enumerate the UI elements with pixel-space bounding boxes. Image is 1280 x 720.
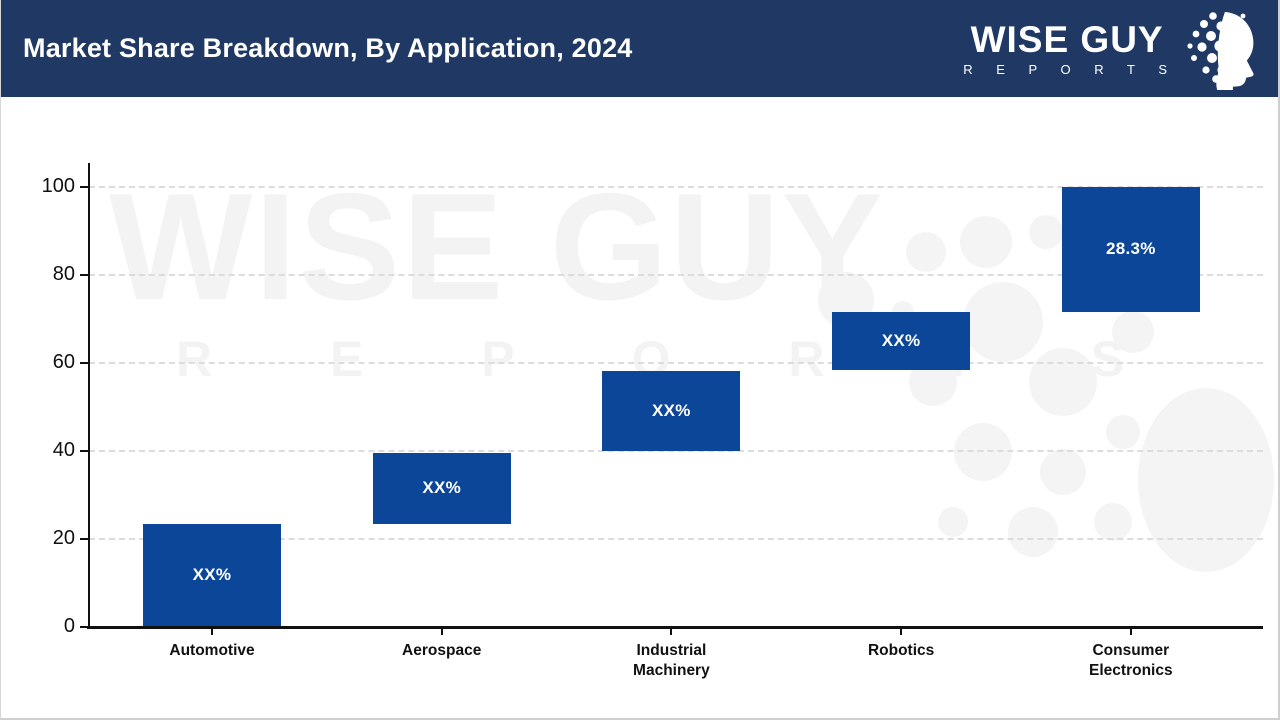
bar-aerospace: XX%: [372, 453, 511, 524]
y-tick-80: [80, 274, 89, 276]
y-tick-label-100: 100: [41, 175, 75, 197]
x-axis-line: [87, 626, 1263, 629]
gridline-60: [89, 362, 1263, 364]
header-bar: Market Share Breakdown, By Application, …: [1, 0, 1278, 97]
y-tick-0: [80, 626, 89, 628]
bar-value-label: XX%: [652, 400, 691, 420]
bar-value-label: XX%: [192, 565, 232, 585]
logo-subtitle: R E P O R T S: [963, 62, 1177, 77]
gridline-40: [89, 450, 1263, 452]
logo-face-icon: [1187, 11, 1254, 90]
category-label-robotics: Robotics: [867, 642, 935, 659]
gridline-20: [89, 538, 1263, 540]
bar-consumer-electronics: 28.3%: [1061, 187, 1200, 312]
category-label-consumer-electronics: Consumer Electronics: [1089, 642, 1173, 679]
y-axis-line: [88, 163, 90, 627]
bar-value-label: XX%: [881, 330, 921, 350]
chart-title: Market Share Breakdown, By Application, …: [23, 33, 633, 63]
logo-text: WISE GUY R E P O R T S: [957, 21, 1177, 76]
y-tick-20: [80, 538, 89, 540]
y-tick-60: [80, 362, 89, 364]
bar-robotics: XX%: [832, 311, 971, 371]
y-tick-label-0: 0: [63, 615, 75, 637]
category-label-industrial-machinery: Industrial Machinery: [633, 642, 710, 679]
category-label-automotive: Automotive: [169, 642, 255, 659]
logo-wordmark: WISE GUY: [970, 19, 1164, 60]
x-tick-5: [1129, 627, 1132, 635]
watermark-wordmark: WISE GUY: [109, 162, 886, 332]
x-tick-3: [670, 627, 673, 635]
bar-automotive: XX%: [143, 523, 281, 627]
y-tick-100: [80, 186, 89, 188]
gridline-80: [89, 274, 1263, 276]
y-tick-label-80: 80: [52, 263, 75, 285]
bar-value-label: XX%: [422, 478, 462, 498]
waterfall-chart: 0 20 40 60 80 100 XX% XX% XX% XX% 28.3% Automotive A…: [1, 97, 1278, 718]
y-tick-label-20: 20: [52, 527, 75, 549]
x-tick-4: [900, 627, 903, 635]
x-tick-1: [211, 627, 213, 635]
x-tick-2: [440, 627, 443, 635]
gridline-100: [89, 186, 1263, 188]
bar-value-label: 28.3%: [1105, 239, 1156, 259]
bar-industrial-machinery: XX%: [602, 370, 741, 451]
y-tick-40: [80, 450, 89, 452]
y-tick-label-40: 40: [52, 439, 75, 461]
category-label-aerospace: Aerospace: [402, 642, 482, 659]
y-tick-label-60: 60: [52, 351, 75, 373]
wise-guy-logo: WISE GUY R E P O R T S: [957, 8, 1259, 90]
